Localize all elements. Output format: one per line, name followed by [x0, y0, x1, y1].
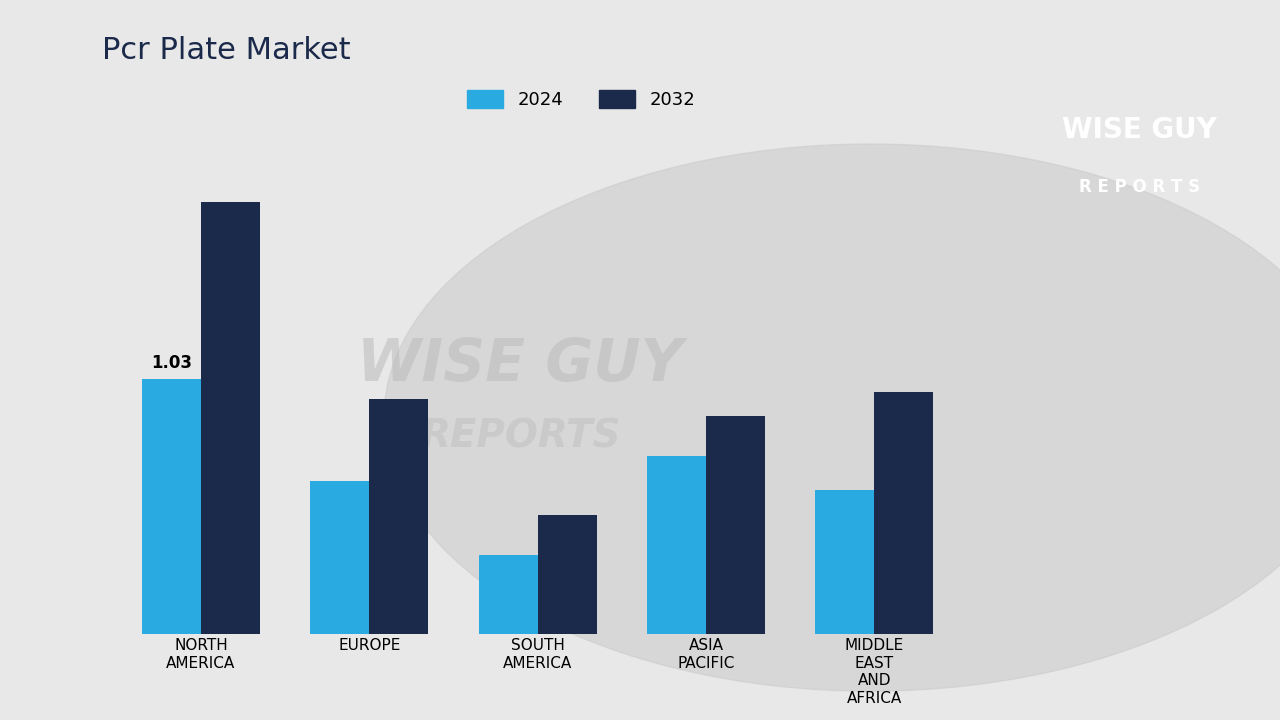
Bar — [815, 490, 874, 634]
Legend: 2024, 2032: 2024, 2032 — [460, 83, 703, 117]
Bar — [142, 379, 201, 634]
Bar — [479, 554, 538, 634]
Bar — [707, 416, 765, 634]
Text: Pcr Plate Market: Pcr Plate Market — [102, 36, 351, 65]
Bar — [538, 515, 596, 634]
Bar — [201, 202, 260, 634]
Text: REPORTS: REPORTS — [420, 418, 621, 456]
Bar — [874, 392, 933, 634]
Bar — [310, 480, 369, 634]
Bar — [646, 456, 707, 634]
Text: R E P O R T S: R E P O R T S — [1079, 179, 1199, 197]
Bar — [369, 399, 429, 634]
Text: 1.03: 1.03 — [151, 354, 192, 372]
Text: WISE GUY: WISE GUY — [357, 336, 684, 392]
Text: WISE GUY: WISE GUY — [1062, 116, 1216, 143]
